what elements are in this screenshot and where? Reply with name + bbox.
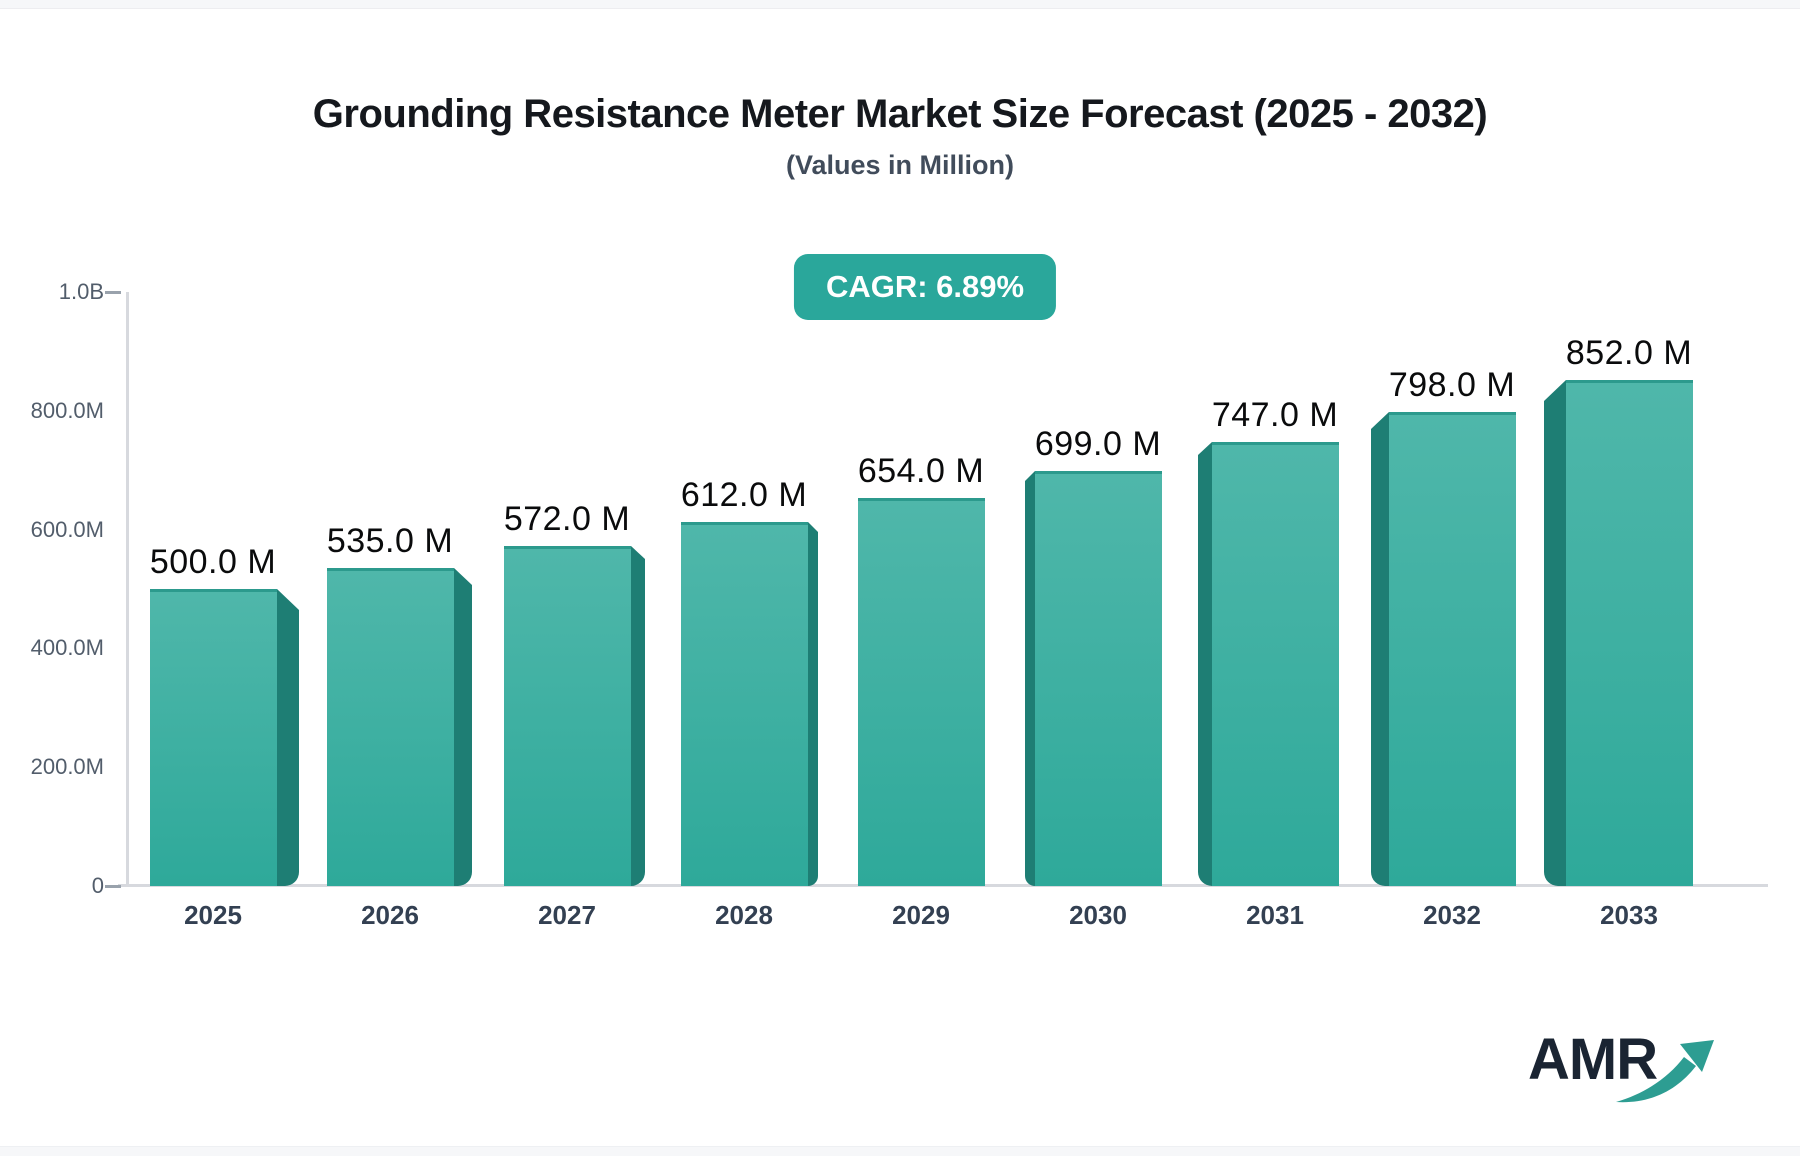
y-tick-label: 800.0M xyxy=(30,397,104,423)
bar-2029 xyxy=(858,498,985,886)
bottom-edge-strip xyxy=(0,1146,1800,1156)
bar-value-label: 535.0 M xyxy=(326,522,454,560)
x-tick-label: 2029 xyxy=(892,900,950,930)
bar-2032 xyxy=(1389,412,1516,886)
bar-2027 xyxy=(504,546,631,886)
bar-value-label: 852.0 M xyxy=(1565,334,1693,372)
brand-logo: AMR xyxy=(1528,1022,1728,1112)
bar-side-panel xyxy=(1025,471,1035,886)
y-tick-mark xyxy=(105,291,121,294)
chart-title: Grounding Resistance Meter Market Size F… xyxy=(312,92,1488,136)
bar-side-panel xyxy=(1198,442,1212,886)
y-tick-label: 400.0M xyxy=(30,635,104,661)
bar-value-label: 572.0 M xyxy=(503,500,631,538)
bar-value-label: 500.0 M xyxy=(149,543,277,581)
y-tick-mark xyxy=(105,885,121,888)
x-tick-label: 2026 xyxy=(361,900,419,930)
bar-side-panel xyxy=(277,589,299,886)
bar-side-panel xyxy=(454,568,472,886)
bar-2028 xyxy=(681,522,808,886)
x-tick-label: 2027 xyxy=(538,900,596,930)
y-axis-line xyxy=(126,292,129,886)
bar-value-label: 612.0 M xyxy=(680,476,808,514)
bar-value-label: 654.0 M xyxy=(857,452,985,490)
x-tick-label: 2031 xyxy=(1246,900,1304,930)
bar-2026 xyxy=(327,568,454,886)
x-tick-label: 2030 xyxy=(1069,900,1127,930)
chart-subtitle: (Values in Million) xyxy=(785,150,1015,180)
x-tick-label: 2025 xyxy=(184,900,242,930)
bar-value-label: 699.0 M xyxy=(1034,425,1162,463)
x-tick-label: 2032 xyxy=(1423,900,1481,930)
bar-side-panel xyxy=(1544,380,1566,886)
top-edge-strip xyxy=(0,0,1800,9)
y-tick-label: 0 xyxy=(91,873,104,898)
bar-value-label: 798.0 M xyxy=(1388,366,1516,404)
bar-side-panel xyxy=(1371,412,1389,886)
bar-2030 xyxy=(1035,471,1162,886)
bar-2031 xyxy=(1212,442,1339,886)
y-tick-label: 200.0M xyxy=(30,754,104,780)
x-tick-label: 2028 xyxy=(715,900,773,930)
y-tick-label: 1.0B xyxy=(58,279,104,304)
cagr-badge: CAGR: 6.89% xyxy=(793,254,1057,320)
brand-logo-text: AMR xyxy=(1528,1027,1658,1092)
bar-side-panel xyxy=(631,546,645,886)
x-tick-label: 2033 xyxy=(1600,900,1658,930)
growth-arrow-icon xyxy=(1616,1040,1714,1103)
bar-side-panel xyxy=(808,522,818,886)
bar-2033 xyxy=(1566,380,1693,886)
bar-value-label: 747.0 M xyxy=(1211,396,1339,434)
bar-2025 xyxy=(150,589,277,886)
y-tick-label: 600.0M xyxy=(30,516,104,542)
